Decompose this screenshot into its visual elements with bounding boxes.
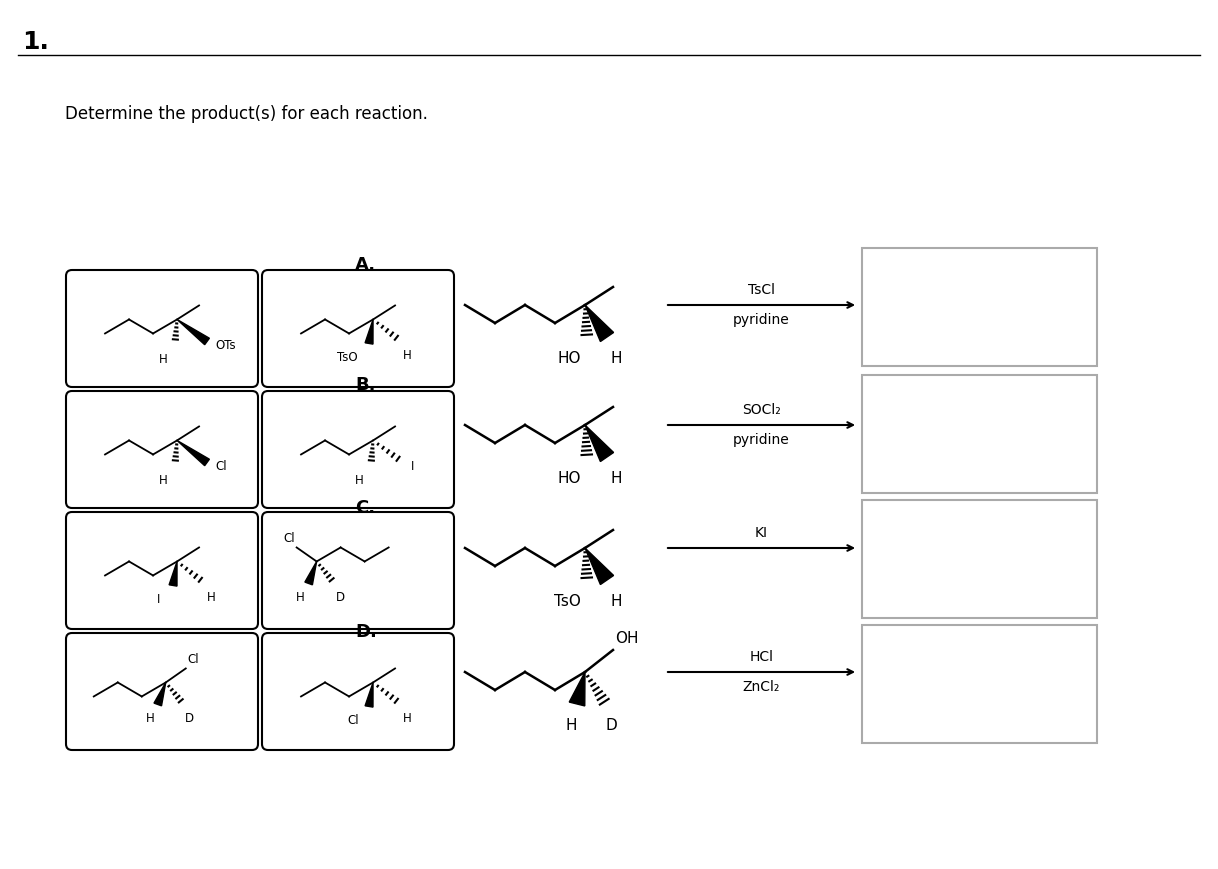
Polygon shape: [569, 672, 585, 706]
Text: KI: KI: [755, 526, 769, 540]
Text: TsO: TsO: [336, 351, 357, 364]
Text: Cl: Cl: [283, 533, 295, 546]
Text: H: H: [403, 349, 412, 362]
Polygon shape: [365, 320, 373, 344]
Bar: [862, 625, 1097, 743]
Text: pyridine: pyridine: [733, 433, 790, 447]
Polygon shape: [169, 561, 177, 586]
Text: OH: OH: [615, 631, 638, 646]
FancyBboxPatch shape: [262, 633, 454, 750]
Polygon shape: [585, 548, 614, 585]
Text: HO: HO: [558, 471, 581, 486]
Text: TsO: TsO: [554, 594, 581, 609]
Bar: [862, 375, 1097, 493]
Text: pyridine: pyridine: [733, 313, 790, 327]
Text: H: H: [611, 351, 622, 366]
Text: H: H: [296, 592, 304, 605]
Text: D: D: [185, 713, 195, 726]
Text: A.: A.: [354, 256, 376, 274]
Polygon shape: [365, 682, 373, 707]
FancyBboxPatch shape: [66, 270, 258, 387]
Text: HCl: HCl: [749, 650, 773, 664]
Text: H: H: [207, 592, 216, 605]
Text: Cl: Cl: [188, 653, 200, 667]
Text: I: I: [410, 460, 414, 473]
Text: Determine the product(s) for each reaction.: Determine the product(s) for each reacti…: [65, 105, 428, 123]
Text: TsCl: TsCl: [748, 283, 775, 297]
FancyBboxPatch shape: [262, 512, 454, 629]
Polygon shape: [177, 320, 209, 345]
Text: D: D: [336, 592, 345, 605]
FancyBboxPatch shape: [66, 512, 258, 629]
Text: H: H: [145, 713, 155, 726]
FancyBboxPatch shape: [66, 633, 258, 750]
Text: D.: D.: [354, 623, 376, 641]
Polygon shape: [304, 561, 317, 585]
Bar: [862, 500, 1097, 618]
Polygon shape: [585, 305, 614, 342]
Polygon shape: [153, 682, 166, 706]
Text: Cl: Cl: [347, 714, 359, 727]
Polygon shape: [177, 441, 209, 466]
Text: HO: HO: [558, 351, 581, 366]
Text: SOCl₂: SOCl₂: [742, 403, 781, 417]
FancyBboxPatch shape: [262, 391, 454, 508]
Text: H: H: [611, 471, 622, 486]
Text: H: H: [158, 474, 167, 488]
Text: H: H: [354, 474, 363, 488]
FancyBboxPatch shape: [262, 270, 454, 387]
Text: H: H: [565, 718, 577, 733]
Bar: [862, 248, 1097, 366]
FancyBboxPatch shape: [66, 391, 258, 508]
Text: H: H: [158, 354, 167, 367]
Text: ZnCl₂: ZnCl₂: [743, 680, 781, 694]
Text: B.: B.: [354, 376, 375, 394]
Polygon shape: [585, 425, 614, 461]
Text: Cl: Cl: [216, 460, 227, 473]
Text: H: H: [403, 713, 412, 726]
Text: OTs: OTs: [216, 339, 235, 352]
Text: C.: C.: [354, 499, 375, 517]
Text: I: I: [157, 594, 161, 607]
Text: D: D: [605, 718, 616, 733]
Text: H: H: [611, 594, 622, 609]
Text: 1.: 1.: [22, 30, 49, 54]
